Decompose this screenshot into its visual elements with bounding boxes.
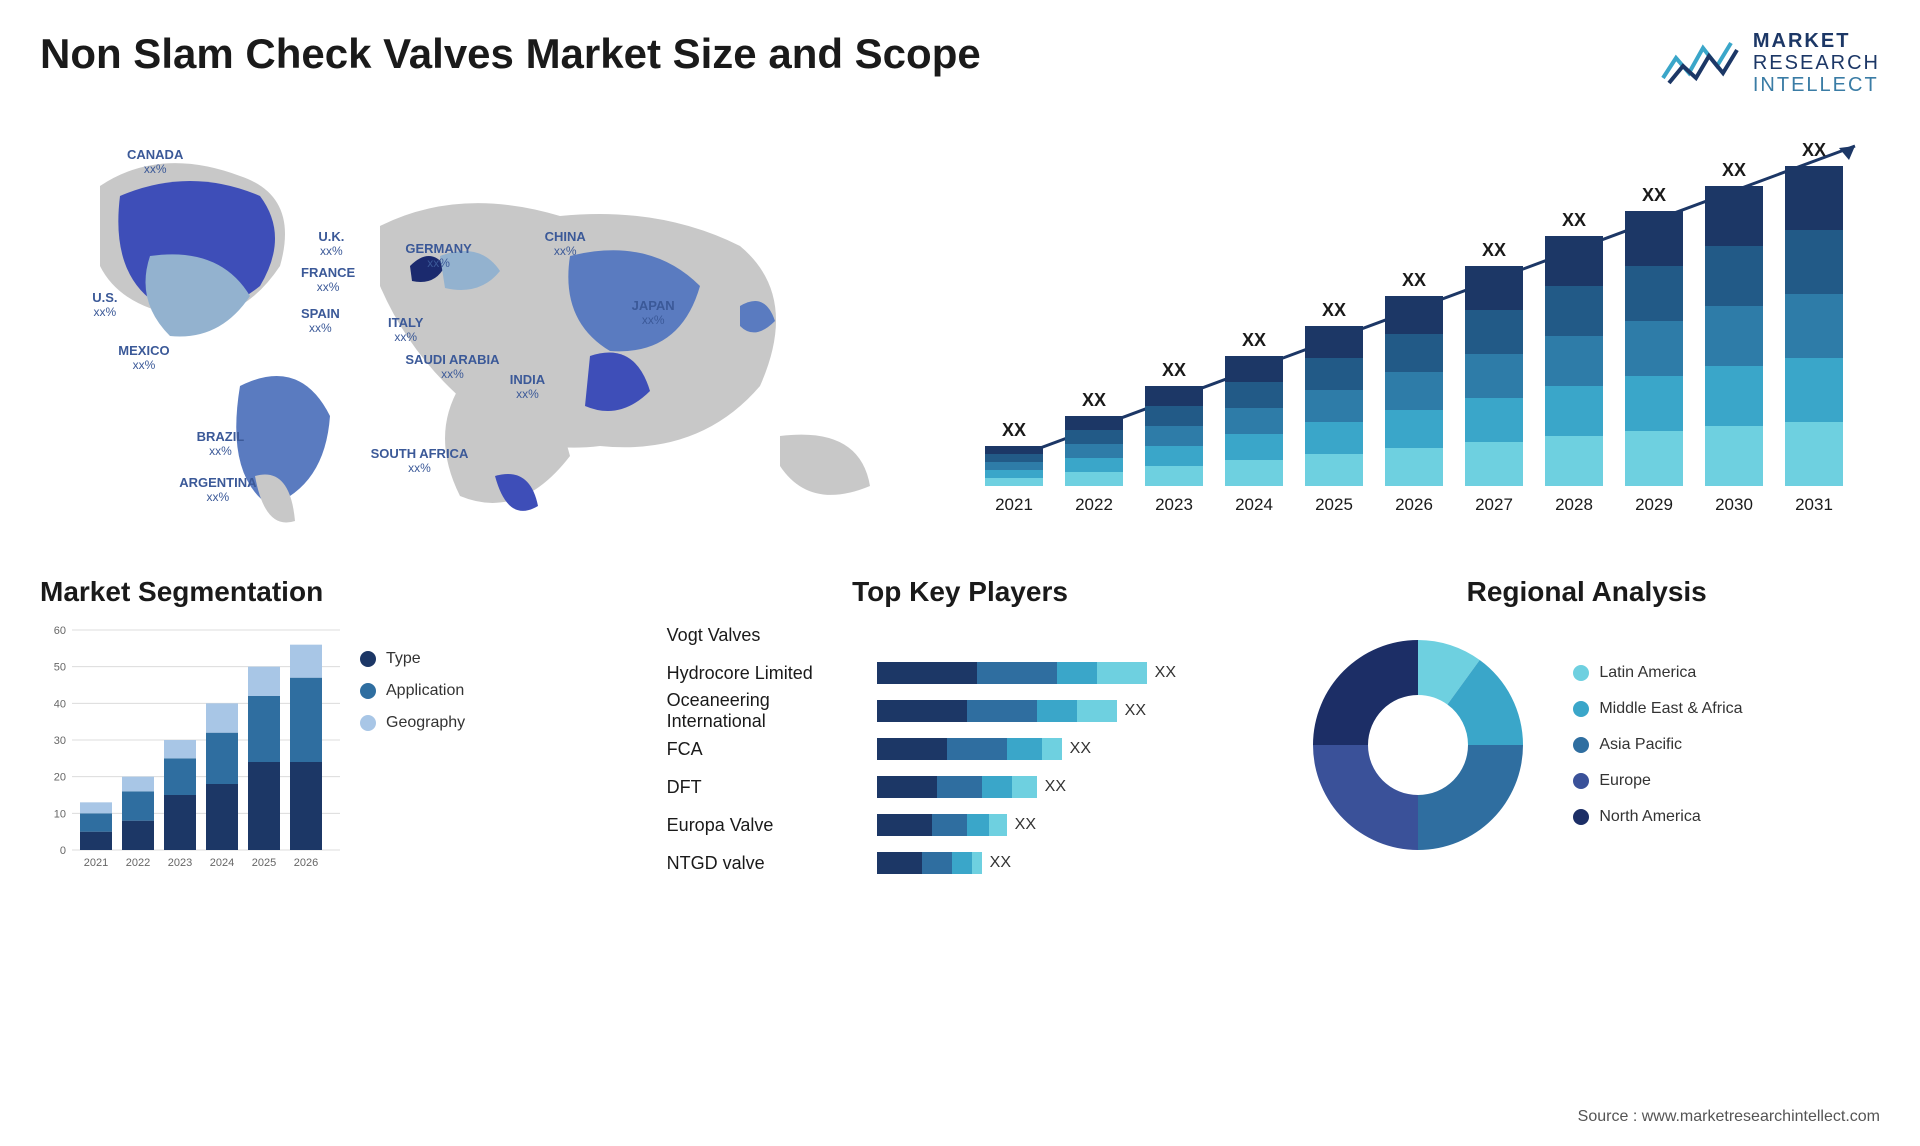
- players-panel: Top Key Players Vogt Valves Hydrocore Lim…: [667, 576, 1254, 880]
- world-map: [40, 126, 910, 536]
- segmentation-title: Market Segmentation: [40, 576, 627, 608]
- logo-line1: MARKET: [1753, 30, 1880, 52]
- svg-text:2024: 2024: [1235, 495, 1273, 514]
- svg-text:XX: XX: [1162, 360, 1186, 380]
- bottom-row: Market Segmentation 0 10 20 30 40 50 60 2021 202…: [40, 576, 1880, 880]
- legend-item: Application: [360, 682, 465, 700]
- map-label: GERMANYxx%: [405, 241, 471, 270]
- world-map-section: CANADAxx% U.S.xx%MEXICOxx% BRAZILxx% ARGENT…: [40, 126, 910, 536]
- player-name: Oceaneering International: [667, 696, 857, 726]
- players-title: Top Key Players: [667, 576, 1254, 608]
- svg-text:60: 60: [54, 625, 66, 637]
- players-bars: XX XX XX XX XX XX: [877, 620, 1254, 878]
- map-label: U.S.xx%: [92, 290, 117, 319]
- svg-text:30: 30: [54, 735, 66, 747]
- source-citation: Source : www.marketresearchintellect.com: [1578, 1108, 1880, 1126]
- regional-donut: [1293, 620, 1543, 870]
- growth-chart: XX 2021 XX 2022 XX 2023 XX 2024 XX 2025 XX 2026 XX 20…: [950, 126, 1880, 536]
- svg-text:2027: 2027: [1475, 495, 1513, 514]
- svg-text:XX: XX: [1322, 300, 1346, 320]
- header: Non Slam Check Valves Market Size and Sc…: [40, 30, 1880, 96]
- svg-text:XX: XX: [1722, 160, 1746, 180]
- svg-text:2023: 2023: [168, 857, 192, 869]
- player-bar-row: XX: [877, 848, 1254, 878]
- player-bar-row: XX: [877, 734, 1254, 764]
- svg-text:2025: 2025: [1315, 495, 1353, 514]
- svg-text:XX: XX: [1402, 270, 1426, 290]
- svg-text:2025: 2025: [252, 857, 276, 869]
- svg-text:2021: 2021: [84, 857, 108, 869]
- svg-text:40: 40: [54, 698, 66, 710]
- svg-text:2024: 2024: [210, 857, 234, 869]
- players-names: Vogt Valves Hydrocore Limited Oceaneering …: [667, 620, 857, 878]
- svg-text:2022: 2022: [126, 857, 150, 869]
- svg-text:2028: 2028: [1555, 495, 1593, 514]
- svg-text:2023: 2023: [1155, 495, 1193, 514]
- map-label: ITALYxx%: [388, 315, 423, 344]
- svg-text:2030: 2030: [1715, 495, 1753, 514]
- map-label: ARGENTINAxx%: [179, 475, 256, 504]
- page-title: Non Slam Check Valves Market Size and Sc…: [40, 30, 981, 78]
- map-label: INDIAxx%: [510, 372, 545, 401]
- player-name: FCA: [667, 734, 857, 764]
- regional-panel: Regional Analysis Latin America Middle Ea…: [1293, 576, 1880, 880]
- svg-text:20: 20: [54, 772, 66, 784]
- map-label: SPAINxx%: [301, 306, 340, 335]
- legend-item: Middle East & Africa: [1573, 700, 1742, 718]
- segmentation-chart: 0 10 20 30 40 50 60 2021 2022 2023 2024 2025 2026: [40, 620, 340, 880]
- map-label: CANADAxx%: [127, 147, 183, 176]
- legend-item: Geography: [360, 714, 465, 732]
- legend-item: North America: [1573, 808, 1742, 826]
- svg-text:XX: XX: [1802, 140, 1826, 160]
- player-name: Hydrocore Limited: [667, 658, 857, 688]
- player-bar-row: [877, 620, 1254, 650]
- map-label: CHINAxx%: [545, 229, 586, 258]
- svg-text:2026: 2026: [1395, 495, 1433, 514]
- map-label: SOUTH AFRICAxx%: [371, 446, 469, 475]
- map-label: U.K.xx%: [318, 229, 344, 258]
- map-label: FRANCExx%: [301, 265, 355, 294]
- logo-icon: [1661, 38, 1741, 88]
- regional-legend: Latin America Middle East & Africa Asia Pa…: [1573, 664, 1742, 826]
- svg-text:2022: 2022: [1075, 495, 1113, 514]
- player-bar-row: XX: [877, 696, 1254, 726]
- player-bar-row: XX: [877, 658, 1254, 688]
- svg-text:2026: 2026: [294, 857, 318, 869]
- legend-item: Type: [360, 650, 465, 668]
- map-label: JAPANxx%: [632, 298, 675, 327]
- player-name: Vogt Valves: [667, 620, 857, 650]
- player-bar-row: XX: [877, 810, 1254, 840]
- map-label: BRAZILxx%: [197, 429, 245, 458]
- regional-title: Regional Analysis: [1293, 576, 1880, 608]
- player-name: NTGD valve: [667, 848, 857, 878]
- player-name: Europa Valve: [667, 810, 857, 840]
- logo-line2: RESEARCH: [1753, 52, 1880, 74]
- logo-text: MARKET RESEARCH INTELLECT: [1753, 30, 1880, 96]
- legend-item: Latin America: [1573, 664, 1742, 682]
- map-label: MEXICOxx%: [118, 343, 169, 372]
- svg-text:2021: 2021: [995, 495, 1033, 514]
- svg-text:50: 50: [54, 662, 66, 674]
- player-name: DFT: [667, 772, 857, 802]
- segmentation-legend: Type Application Geography: [360, 620, 465, 880]
- svg-text:XX: XX: [1562, 210, 1586, 230]
- top-row: CANADAxx% U.S.xx%MEXICOxx% BRAZILxx% ARGENT…: [40, 126, 1880, 536]
- svg-text:XX: XX: [1642, 185, 1666, 205]
- player-bar-row: XX: [877, 772, 1254, 802]
- svg-text:XX: XX: [1002, 420, 1026, 440]
- svg-text:2031: 2031: [1795, 495, 1833, 514]
- svg-text:XX: XX: [1082, 390, 1106, 410]
- legend-item: Europe: [1573, 772, 1742, 790]
- map-label: SAUDI ARABIAxx%: [405, 352, 499, 381]
- legend-item: Asia Pacific: [1573, 736, 1742, 754]
- logo-line3: INTELLECT: [1753, 74, 1880, 96]
- svg-text:XX: XX: [1482, 240, 1506, 260]
- svg-text:2029: 2029: [1635, 495, 1673, 514]
- segmentation-panel: Market Segmentation 0 10 20 30 40 50 60 2021 202…: [40, 576, 627, 880]
- svg-text:0: 0: [60, 845, 66, 857]
- svg-text:XX: XX: [1242, 330, 1266, 350]
- svg-text:10: 10: [54, 808, 66, 820]
- brand-logo: MARKET RESEARCH INTELLECT: [1661, 30, 1880, 96]
